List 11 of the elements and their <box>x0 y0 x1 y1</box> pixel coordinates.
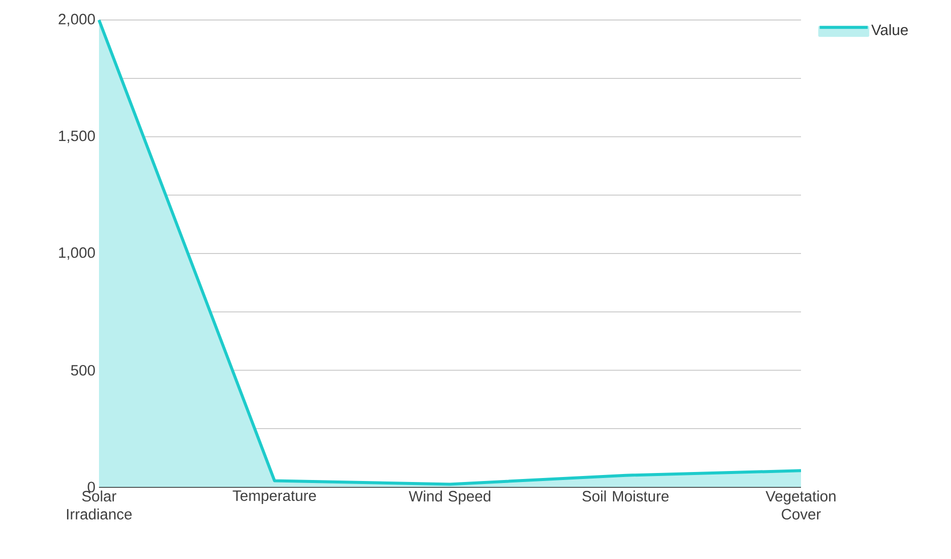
y-tick-label: 2,000 <box>58 14 95 26</box>
y-tick-label: 1,500 <box>59 130 95 143</box>
y-tick-label: 500 <box>71 364 95 376</box>
x-tick-label: Temperature <box>232 490 316 504</box>
x-tick-label: Soil Moisture <box>582 490 669 502</box>
x-tick-label: Solar Irradiance <box>67 490 132 520</box>
x-tick-label: Vegetation Cover <box>766 490 836 520</box>
y-tick-label: 0 <box>88 482 95 492</box>
legend-label: Value <box>871 24 908 36</box>
y-tick-label: 1,000 <box>59 247 95 260</box>
x-tick-label: Wind Speed <box>408 490 490 504</box>
